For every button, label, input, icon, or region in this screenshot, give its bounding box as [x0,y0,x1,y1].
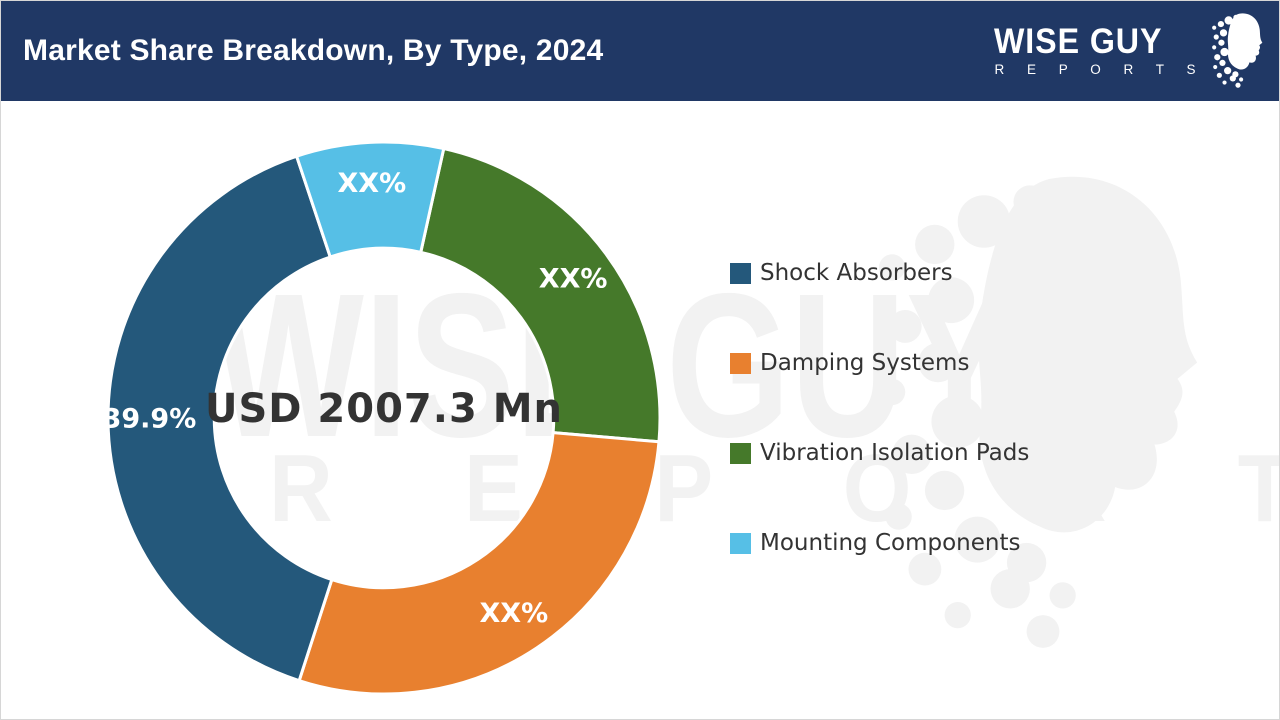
donut-segment-label: XX% [539,264,608,295]
donut-segment-label: XX% [337,168,406,199]
donut-chart-svg: XX% XX% 39.9% XX% [103,140,662,696]
donut-segment-vibration-isolation-pads [419,147,662,444]
legend-item-damping-systems: Damping Systems [730,318,1029,408]
chart-legend: Shock Absorbers Damping Systems Vibratio… [730,228,1029,588]
legend-label: Damping Systems [760,350,970,376]
page-title: Market Share Breakdown, By Type, 2024 [23,34,604,67]
donut-segment-mounting-components [295,140,446,259]
legend-swatch-icon [730,532,751,554]
header-bar: Market Share Breakdown, By Type, 2024 WI… [1,1,1279,101]
donut-segment-shock-absorbers [106,154,334,683]
legend-swatch-icon [730,352,751,374]
legend-label: Shock Absorbers [760,260,953,286]
legend-label: Vibration Isolation Pads [760,440,1030,466]
legend-swatch-icon [730,442,751,464]
donut-segment-label: 39.9% [104,404,196,435]
legend-swatch-icon [730,262,751,284]
donut-segment-label: XX% [479,598,548,629]
wise-guy-reports-logo: WISE GUY R E P O R T S [994,11,1267,91]
donut-segment-damping-systems [297,431,661,696]
legend-item-mounting-components: Mounting Components [730,498,1029,588]
logo-face-icon [1209,11,1267,91]
legend-label: Mounting Components [760,530,1021,556]
donut-chart: XX% XX% 39.9% XX% [103,138,664,698]
logo-wordmark: WISE GUY [994,21,1163,61]
legend-item-vibration-isolation-pads: Vibration Isolation Pads [730,408,1029,498]
logo-text: WISE GUY R E P O R T S [994,21,1205,78]
legend-item-shock-absorbers: Shock Absorbers [730,228,1029,318]
logo-subtitle: R E P O R T S [994,61,1205,77]
